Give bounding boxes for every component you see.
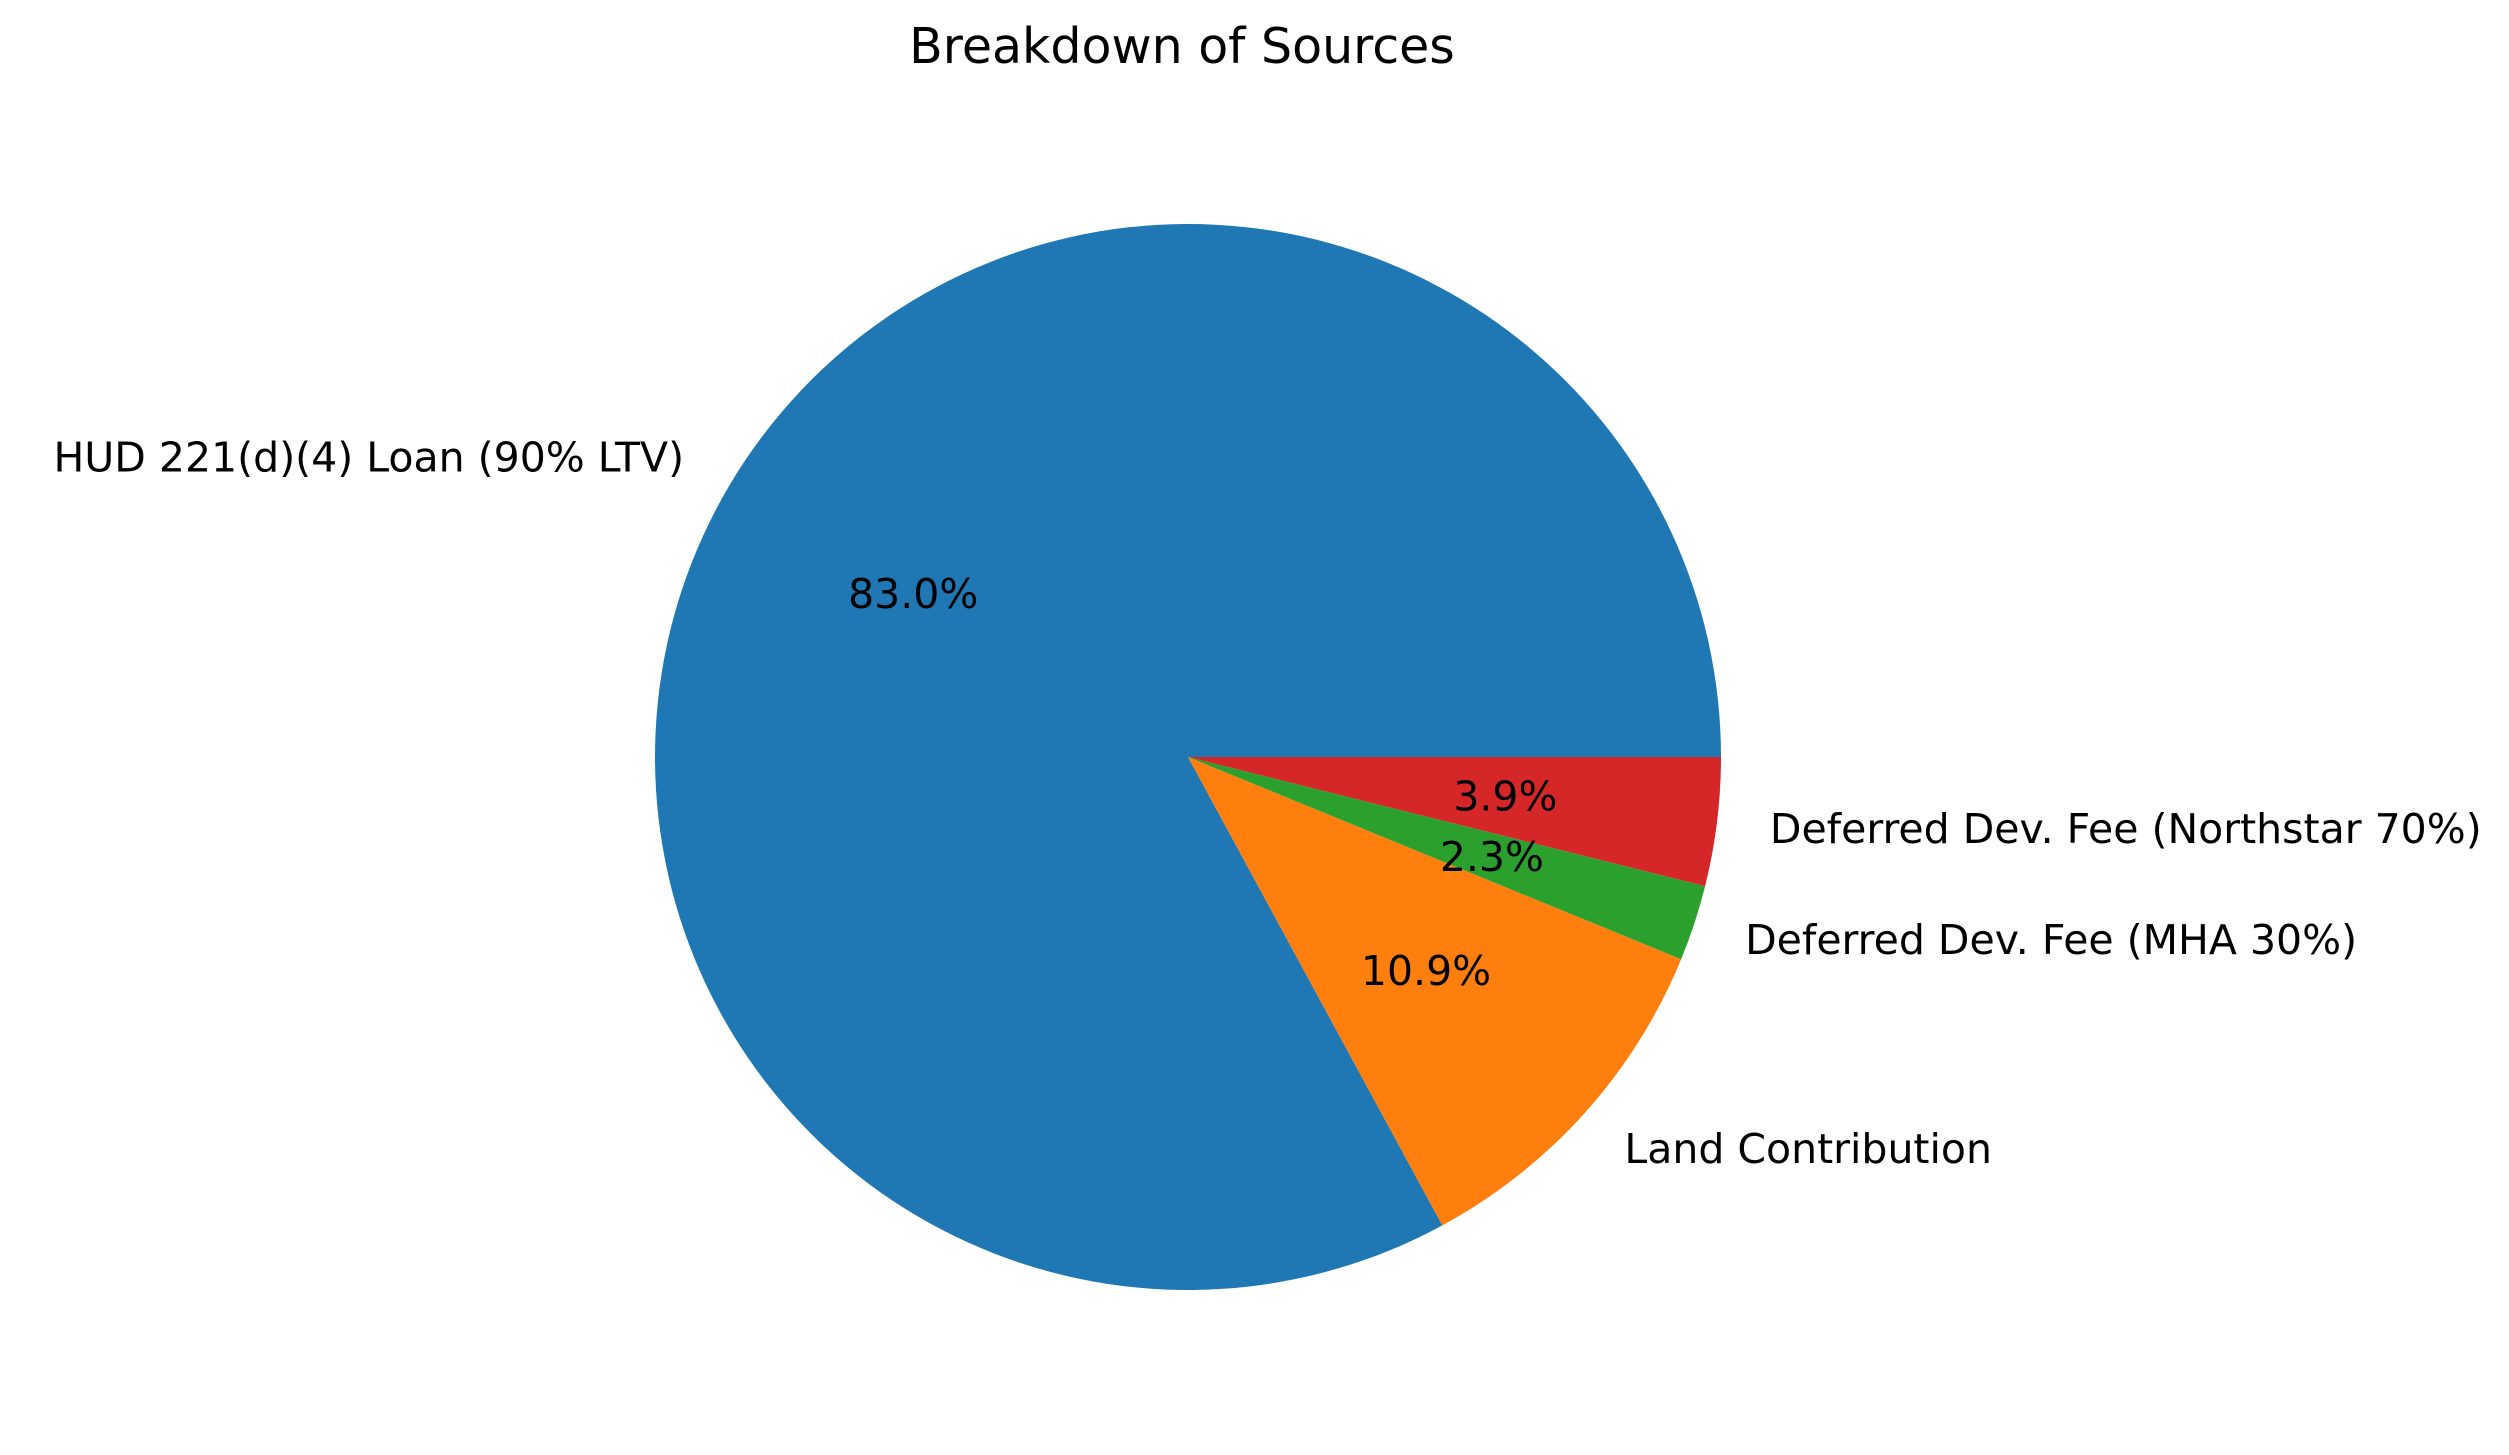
chart-title: Breakdown of Sources: [909, 18, 1455, 75]
pie-slice-2: [1188, 757, 1706, 960]
slice-label-3: Deferred Dev. Fee (Northstar 70%): [1770, 805, 2482, 853]
pie-slice-0: [654, 223, 1721, 1290]
slice-label-1: Land Contribution: [1624, 1125, 1992, 1173]
pie-slices-group: [654, 223, 1721, 1290]
slice-label-2: Deferred Dev. Fee (MHA 30%): [1745, 916, 2357, 964]
pct-label-3: 3.9%: [1453, 772, 1557, 820]
pie-slice-1: [1188, 757, 1682, 1226]
pie-slice-3: [1188, 757, 1721, 887]
pie-labels-group: 83.0% HUD 221(d)(4) Loan (90% LTV) 10.9% La…: [53, 434, 2481, 1173]
pct-label-2: 2.3%: [1440, 833, 1544, 881]
pct-label-0: 83.0%: [848, 570, 978, 618]
slice-label-0: HUD 221(d)(4) Loan (90% LTV): [53, 434, 684, 482]
pct-label-1: 10.9%: [1361, 947, 1491, 995]
